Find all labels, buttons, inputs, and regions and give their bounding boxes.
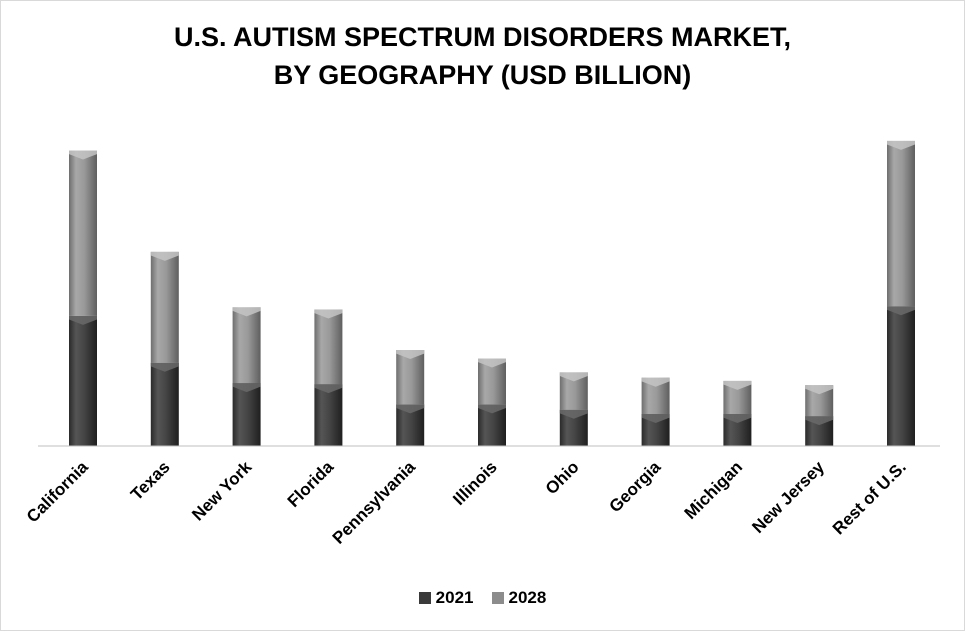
x-tick-label-georgia: Georgia [606,457,665,516]
legend-item-2028: 2028 [491,588,547,608]
bar-bevel-2021-rest-of-u-s [887,306,915,316]
bar-bevel-2021-pennsylvania [396,404,425,414]
legend: 2021 2028 [0,588,965,608]
bar-bevel-2028-georgia [641,377,670,387]
x-tick-label-california: California [23,457,92,526]
bar-bevel-2028-illinois [478,358,506,368]
bar-2021-new-york [232,383,261,446]
bar-bevel-2021-ohio [559,409,588,419]
bar-bevel-2028-new-york [232,307,261,317]
legend-item-2021: 2021 [418,588,474,608]
x-tick-labels: California Texas New York FloridaPennsylvan… [23,457,910,548]
bar-2021-florida [314,384,343,446]
x-tick-label-pennsylvania: Pennsylvania [329,457,420,548]
legend-label-2028: 2028 [508,588,547,607]
x-tick-label-texas: Texas [127,457,174,504]
bar-2028-florida [314,309,343,385]
x-tick-label-michigan: Michigan [681,457,747,523]
bar-bevel-2021-illinois [478,404,506,414]
bar-2028-texas [150,251,179,363]
bar-bevel-2021-georgia [641,414,670,423]
bar-bevel-2021-new-york [232,383,261,393]
bar-bevel-2021-florida [314,384,343,394]
x-tick-label-illinois: Illinois [449,457,501,509]
chart-title-line-2: BY GEOGRAPHY (USD BILLION) [273,60,692,90]
legend-swatch-2021 [418,592,431,604]
bar-bevel-2021-texas [150,362,179,372]
bar-bevel-2021-michigan [723,414,752,423]
bar-bevel-2021-california [69,315,97,325]
x-tick-label-new-york: New York [188,457,255,524]
legend-label-2021: 2021 [435,588,474,607]
x-tick-label-ohio: Ohio [542,457,583,498]
legend-swatch-2028 [491,592,504,604]
x-tick-label-florida: Florida [284,457,338,511]
bar-2028-new-york [232,307,261,384]
x-tick-label-new-jersey: New Jersey [748,457,828,537]
bar-bevel-2028-california [69,150,97,160]
bar-bevel-2021-new-jersey [805,416,834,426]
bar-bevel-2028-florida [314,309,343,319]
bar-2028-rest-of-u-s [887,140,915,307]
bar-bevel-2028-michigan [723,380,752,390]
bar-bevel-2028-texas [150,251,179,261]
bar-2028-pennsylvania [396,350,425,405]
chart-title: U.S. AUTISM SPECTRUM DISORDERS MARKET, B… [0,18,965,94]
bar-2021-texas [150,362,179,446]
x-tick-label-rest-of-u-s: Rest of U.S. [829,457,910,538]
bar-2028-california [69,150,97,316]
bar-2021-california [69,315,97,446]
bar-bevel-2028-new-jersey [805,385,834,395]
bar-2021-rest-of-u-s [887,306,915,446]
chart-title-line-1: U.S. AUTISM SPECTRUM DISORDERS MARKET, [173,22,792,52]
bar-bevel-2028-pennsylvania [396,350,425,359]
bar-bevel-2028-ohio [559,372,588,382]
bar-bevel-2028-rest-of-u-s [887,140,915,150]
bars-layer [69,140,915,446]
